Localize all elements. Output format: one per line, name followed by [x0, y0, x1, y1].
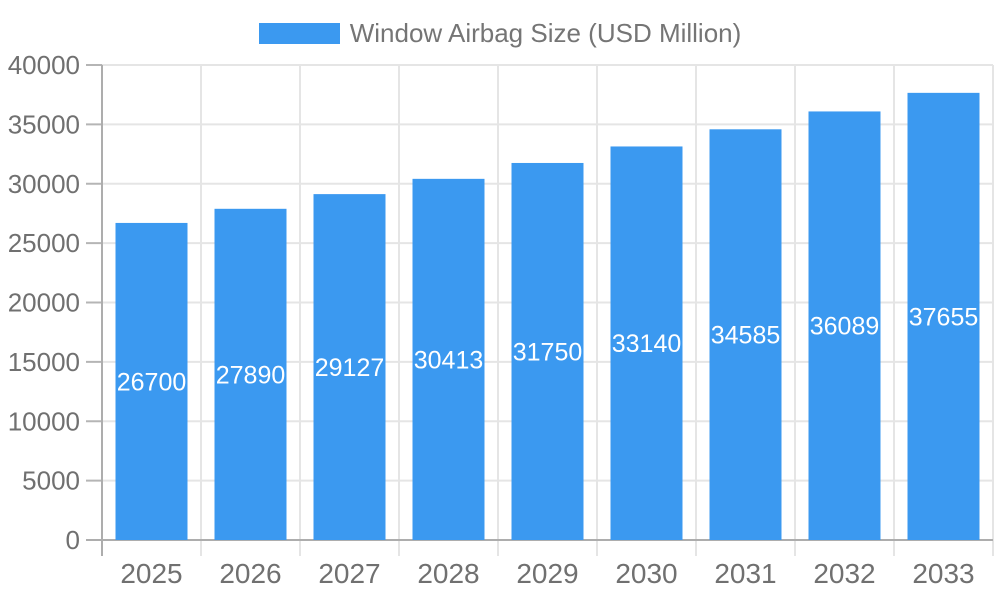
bar-value-label: 36089	[810, 313, 880, 341]
x-tick-label: 2030	[615, 558, 677, 589]
bar-value-label: 29127	[315, 354, 385, 382]
bar-2029	[511, 162, 584, 540]
bar-value-label: 31750	[513, 338, 583, 366]
bar-2031	[709, 129, 782, 540]
legend-item[interactable]: Window Airbag Size (USD Million)	[0, 18, 1000, 48]
x-tick-label: 2028	[417, 558, 479, 589]
legend-swatch	[258, 22, 340, 44]
legend-label: Window Airbag Size (USD Million)	[349, 18, 742, 48]
bar-value-label: 33140	[612, 330, 682, 358]
bar-2032	[808, 111, 881, 541]
y-tick-label: 40000	[8, 50, 80, 80]
bar-value-label: 34585	[711, 322, 781, 350]
y-tick-label: 30000	[8, 169, 80, 199]
y-tick-label: 0	[66, 525, 80, 555]
x-tick-label: 2026	[219, 558, 281, 589]
bar-2025	[115, 222, 188, 540]
x-tick-label: 2025	[120, 558, 182, 589]
bar-value-label: 26700	[117, 368, 187, 396]
bar-value-label: 37655	[909, 303, 979, 331]
bar-2030	[610, 146, 683, 540]
bar-value-label: 27890	[216, 361, 286, 389]
x-tick-label: 2027	[318, 558, 380, 589]
bar-2033	[907, 92, 980, 541]
y-tick-label: 5000	[22, 466, 80, 496]
x-tick-label: 2033	[912, 558, 974, 589]
y-tick-label: 25000	[8, 228, 80, 258]
bar-2027	[313, 194, 386, 540]
x-tick-label: 2029	[516, 558, 578, 589]
x-tick-label: 2031	[714, 558, 776, 589]
bar-value-label: 30413	[414, 346, 484, 374]
bar-2026	[214, 208, 287, 540]
y-tick-label: 15000	[8, 347, 80, 377]
x-tick-label: 2032	[813, 558, 875, 589]
y-tick-label: 35000	[8, 109, 80, 139]
y-tick-label: 10000	[8, 406, 80, 436]
y-tick-label: 20000	[8, 288, 80, 318]
bar-2028	[412, 178, 485, 540]
